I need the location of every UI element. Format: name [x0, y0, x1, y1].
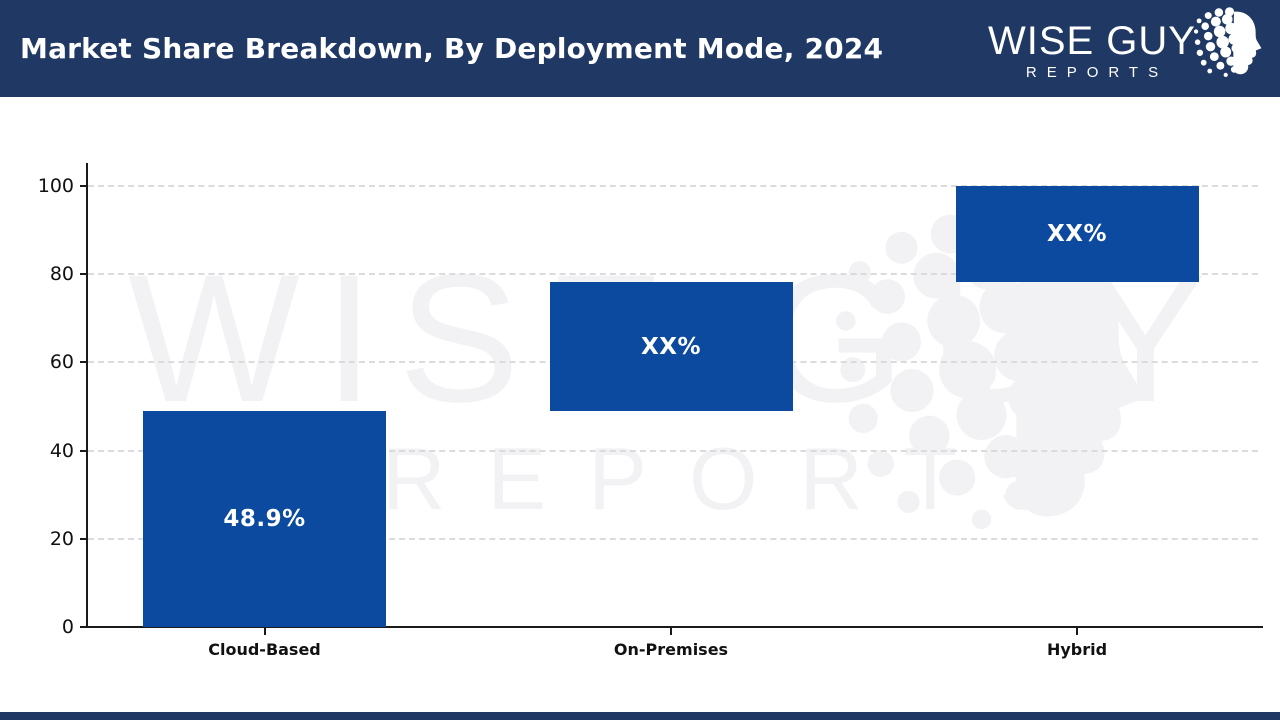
y-tick-mark: [80, 361, 87, 364]
y-tick-label: 20: [49, 527, 74, 550]
footer-bar: [0, 712, 1280, 720]
bar: XX%: [549, 282, 793, 412]
y-tick-label: 60: [49, 351, 74, 374]
wise-guy-reports-logo: WISE GUY REPORTS: [988, 4, 1266, 94]
y-tick-label: 80: [49, 263, 74, 286]
x-tick-mark: [263, 628, 266, 635]
y-tick-mark: [80, 273, 87, 276]
grid-line: [88, 273, 1258, 276]
x-axis-line: [86, 626, 1263, 628]
y-tick-label: 0: [61, 616, 74, 638]
logo-primary-text: WISE GUY: [987, 18, 1196, 63]
bar-value-label: XX%: [640, 333, 701, 360]
y-tick-mark: [80, 449, 87, 452]
grid-line: [88, 449, 1258, 452]
x-axis-label: Hybrid: [1046, 640, 1108, 659]
bar-value-label: XX%: [1046, 221, 1107, 248]
y-tick-label: 40: [49, 439, 74, 462]
logo-secondary-text: REPORTS: [1025, 63, 1169, 81]
y-tick-label: 100: [37, 175, 74, 197]
y-tick-mark: [80, 537, 87, 540]
grid-line: [88, 185, 1258, 187]
x-axis-label: On-Premises: [613, 640, 729, 659]
bar-value-label: 48.9%: [223, 506, 306, 533]
bar: 48.9%: [143, 411, 386, 627]
x-axis-label: Cloud-Based: [208, 640, 321, 659]
y-tick-mark: [80, 626, 87, 628]
x-tick-mark: [1076, 628, 1078, 635]
header: Market Share Breakdown, By Deployment Mo…: [0, 0, 1280, 97]
y-tick-mark: [80, 185, 87, 187]
y-axis-line: [86, 163, 88, 628]
bar: XX%: [955, 186, 1199, 283]
logo-text: WISE GUY REPORTS: [988, 19, 1196, 82]
x-tick-mark: [670, 628, 672, 635]
grid-line: [88, 537, 1258, 540]
page-title: Market Share Breakdown, By Deployment Mo…: [20, 32, 884, 65]
